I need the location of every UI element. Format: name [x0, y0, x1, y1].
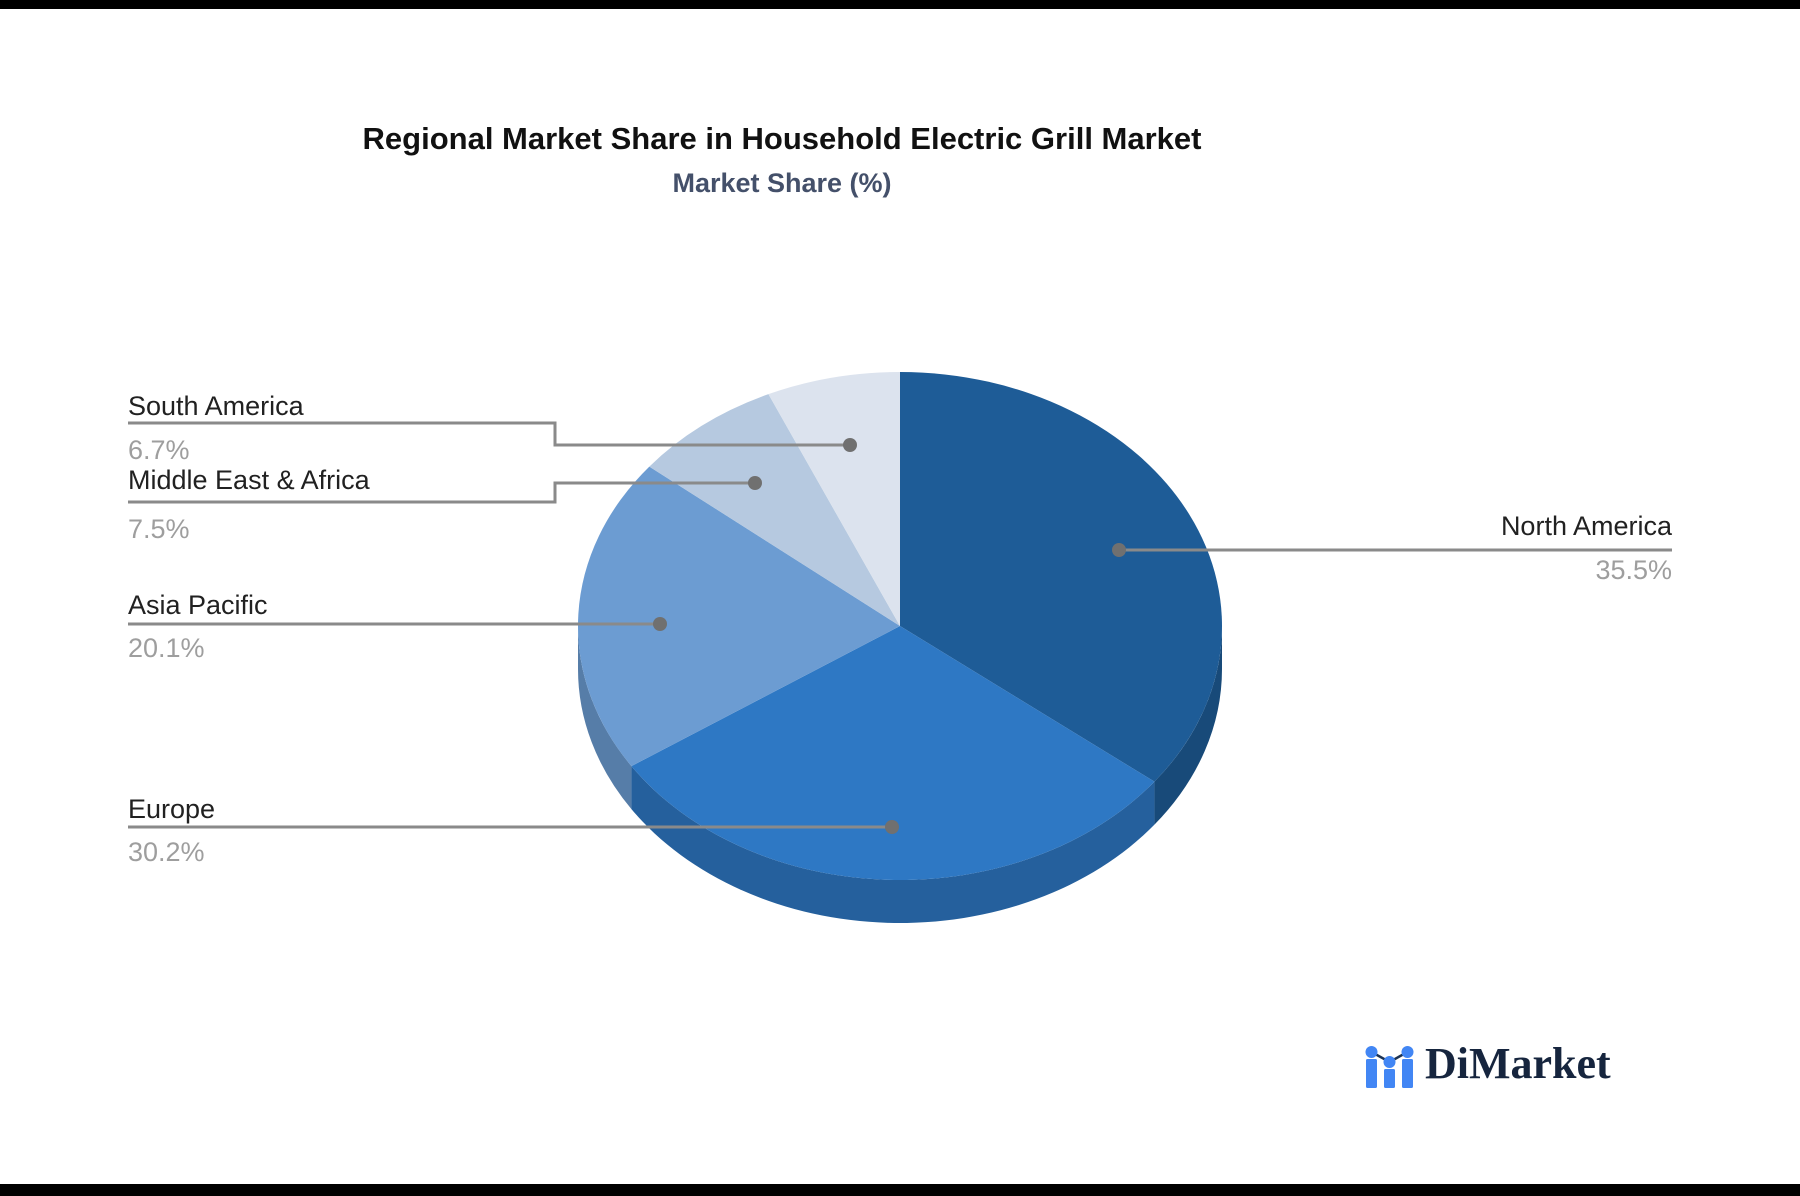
- slice-value-middle-east-africa: 7.5%: [128, 514, 190, 544]
- slice-label-south-america: South America: [128, 391, 304, 421]
- pie-slice-middle-east-africa[interactable]: [649, 394, 900, 626]
- pie-side-north-america: [1154, 626, 1222, 825]
- leader-line-middle-east-africa: [128, 481, 755, 504]
- pie-side-asia-pacific: [578, 626, 632, 810]
- pie-side-europe: [631, 766, 1155, 924]
- pie-slice-south-america[interactable]: [768, 372, 900, 626]
- leader-dot-asia-pacific: [653, 617, 667, 631]
- brand-bar-chart-icon: [1365, 1046, 1414, 1088]
- chart-title: Regional Market Share in Household Elect…: [362, 121, 1202, 156]
- slice-label-asia-pacific: Asia Pacific: [128, 590, 268, 620]
- leader-dot-south-america: [843, 438, 857, 452]
- chart-subtitle: Market Share (%): [672, 168, 892, 198]
- pie-slice-asia-pacific[interactable]: [578, 466, 900, 767]
- slice-value-north-america: 35.5%: [1595, 555, 1672, 585]
- pie-slice-europe[interactable]: [631, 626, 1155, 881]
- slice-value-south-america: 6.7%: [128, 435, 190, 465]
- bottom-border-bar: [0, 1184, 1800, 1196]
- brand-logo: DiMarket: [1362, 1042, 1611, 1088]
- leader-dot-middle-east-africa: [748, 476, 762, 490]
- slice-label-middle-east-africa: Middle East & Africa: [128, 465, 370, 495]
- pie-slice-north-america[interactable]: [900, 372, 1223, 782]
- slice-label-europe: Europe: [128, 794, 216, 824]
- slice-value-asia-pacific: 20.1%: [128, 633, 205, 663]
- slice-label-north-america: North America: [1500, 511, 1672, 541]
- top-border-bar: [0, 0, 1800, 9]
- slice-value-europe: 30.2%: [128, 837, 205, 867]
- leader-line-south-america: [128, 421, 850, 447]
- leader-dot-north-america: [1112, 543, 1126, 557]
- brand-name: DiMarket: [1425, 1039, 1611, 1088]
- leader-dot-europe: [885, 820, 899, 834]
